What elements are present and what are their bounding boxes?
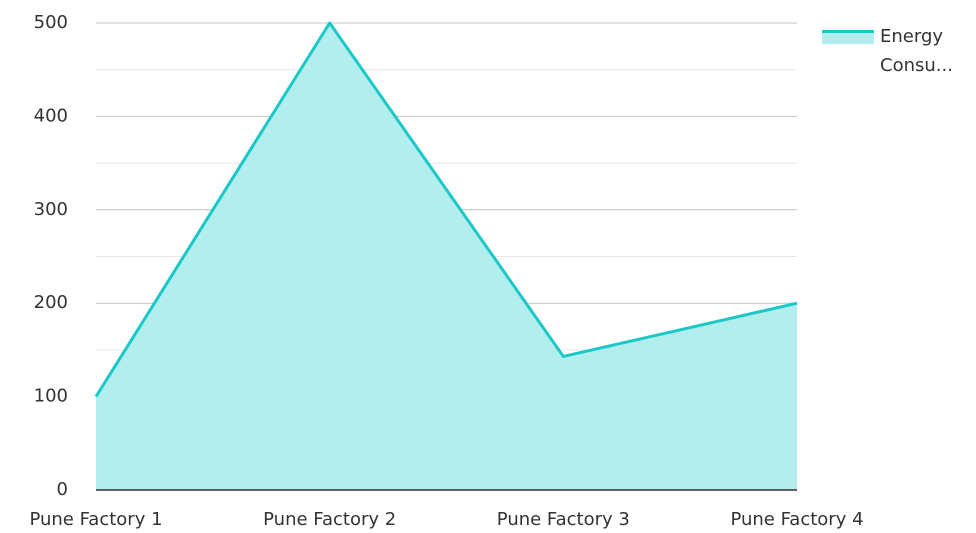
y-tick-label: 400 bbox=[34, 105, 68, 126]
area-line bbox=[94, 21, 798, 398]
legend-swatch bbox=[822, 30, 874, 44]
legend-label: Energy Consu... bbox=[880, 26, 953, 76]
x-tick-label: Pune Factory 2 bbox=[263, 509, 396, 530]
y-tick-label: 300 bbox=[34, 199, 68, 220]
x-tick-label: Pune Factory 4 bbox=[730, 509, 863, 530]
y-tick-label: 0 bbox=[57, 479, 68, 500]
y-tick-label: 200 bbox=[34, 292, 68, 313]
y-tick-label: 500 bbox=[34, 12, 68, 33]
legend: Energy Consu... bbox=[822, 24, 972, 80]
x-tick-label: Pune Factory 3 bbox=[497, 509, 630, 530]
y-tick-label: 100 bbox=[34, 386, 68, 407]
x-tick-label: Pune Factory 1 bbox=[29, 509, 162, 530]
area-fill bbox=[96, 23, 797, 490]
